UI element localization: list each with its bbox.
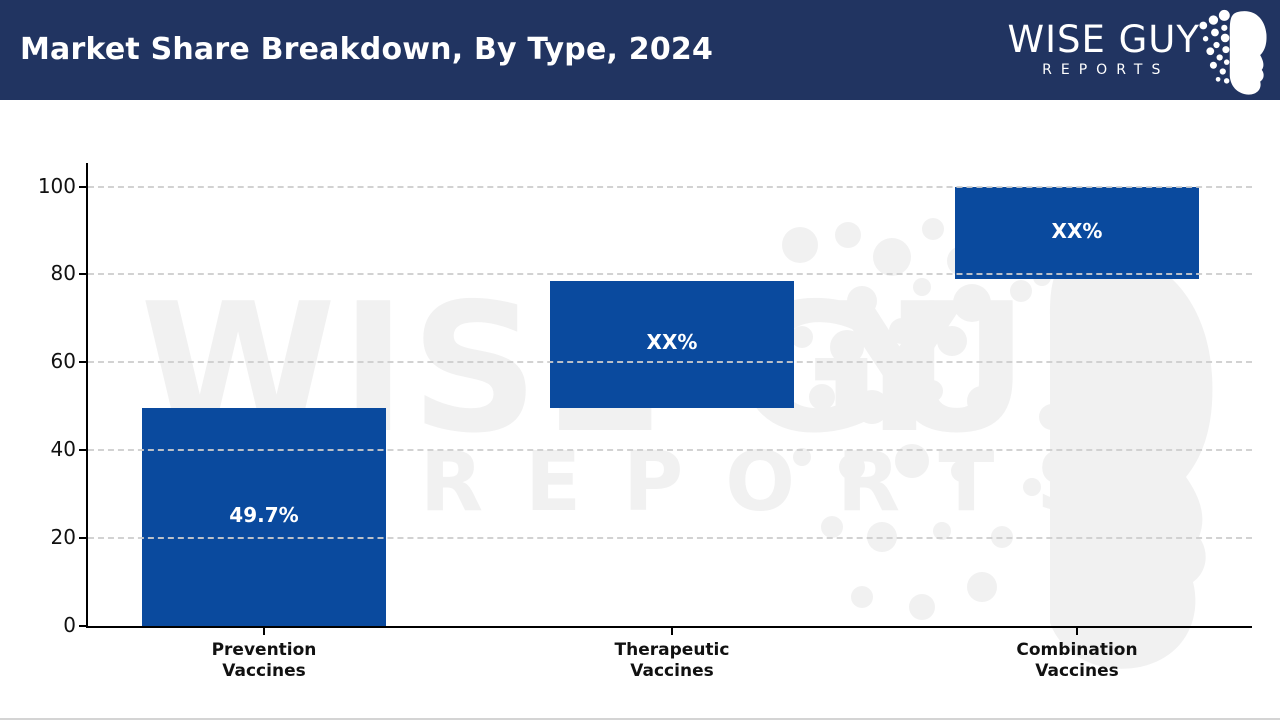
y-tick-100 — [79, 185, 86, 188]
wiseguy-logo-subtitle: REPORTS — [1042, 62, 1170, 78]
gridline-y-80 — [88, 273, 1252, 276]
wiseguy-face-icon — [1199, 9, 1267, 95]
gridline-y-20 — [88, 537, 1252, 540]
x-category-label-3: Combination Vaccines — [967, 640, 1187, 682]
y-tick-80 — [79, 273, 86, 276]
y-tick-label-20: 20 — [50, 525, 76, 550]
page-title: Market Share Breakdown, By Type, 2024 — [20, 32, 714, 67]
bar-therapeutic: XX% — [550, 280, 794, 408]
x-category-line: Vaccines — [630, 661, 714, 681]
bar-value-label: XX% — [1051, 218, 1103, 243]
y-tick-label-40: 40 — [50, 437, 76, 462]
x-category-label-2: Therapeutic Vaccines — [562, 640, 782, 682]
y-tick-label-0: 0 — [63, 613, 76, 637]
chart-area: 0 20 40 60 80 100 49.7% Prevention Vaccines XX% Th… — [0, 100, 1280, 718]
x-tick-2 — [671, 626, 673, 635]
wiseguy-logo: WISE GUY REPORTS — [1008, 6, 1268, 98]
y-tick-0 — [79, 625, 86, 627]
y-tick-60 — [79, 361, 86, 364]
bar-prevention: 49.7% — [142, 407, 386, 626]
x-tick-1 — [263, 626, 265, 635]
x-category-line: Vaccines — [222, 661, 306, 681]
bar-value-label: 49.7% — [229, 502, 299, 527]
y-axis-line — [86, 163, 88, 628]
bar-value-label: XX% — [646, 330, 698, 355]
gridline-y-40 — [88, 449, 1252, 452]
y-tick-label-100: 100 — [37, 173, 76, 198]
x-tick-3 — [1076, 626, 1078, 635]
y-tick-label-80: 80 — [50, 261, 76, 286]
x-category-line: Therapeutic — [614, 640, 730, 660]
wiseguy-logo-wordmark: WISE GUY — [1007, 18, 1200, 61]
gridline-y-60 — [88, 361, 1252, 364]
bottom-edge-line — [0, 718, 1280, 720]
bar-combination: XX% — [955, 186, 1199, 280]
header-bar: Market Share Breakdown, By Type, 2024 WI… — [0, 0, 1280, 100]
x-axis-line — [86, 626, 1252, 628]
y-tick-40 — [79, 449, 86, 452]
y-tick-20 — [79, 537, 86, 540]
x-category-label-1: Prevention Vaccines — [154, 640, 374, 682]
y-tick-label-60: 60 — [50, 349, 76, 374]
x-category-line: Combination — [1016, 640, 1138, 660]
x-category-line: Vaccines — [1035, 661, 1119, 681]
wiseguy-logo-text: WISE GUY REPORTS — [1008, 20, 1200, 80]
x-category-line: Prevention — [211, 640, 317, 660]
gridline-y-100 — [88, 185, 1252, 188]
